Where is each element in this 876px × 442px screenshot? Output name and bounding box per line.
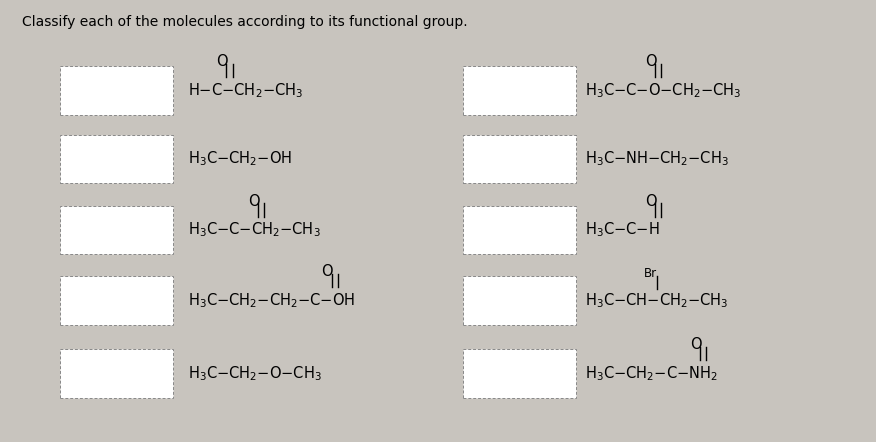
Text: H$_3$C$-$CH$-$CH$_2$$-$CH$_3$: H$_3$C$-$CH$-$CH$_2$$-$CH$_3$ bbox=[585, 291, 729, 310]
FancyBboxPatch shape bbox=[60, 276, 173, 325]
Text: H$_3$C$-$CH$_2$$-$O$-$CH$_3$: H$_3$C$-$CH$_2$$-$O$-$CH$_3$ bbox=[188, 364, 322, 383]
Text: O: O bbox=[690, 337, 702, 352]
FancyBboxPatch shape bbox=[60, 135, 173, 183]
FancyBboxPatch shape bbox=[463, 349, 576, 398]
FancyBboxPatch shape bbox=[60, 206, 173, 254]
FancyBboxPatch shape bbox=[463, 135, 576, 183]
FancyBboxPatch shape bbox=[463, 276, 576, 325]
Text: O: O bbox=[216, 54, 228, 69]
Text: O: O bbox=[645, 194, 656, 209]
Text: H$_3$C$-$C$-$O$-$CH$_2$$-$CH$_3$: H$_3$C$-$C$-$O$-$CH$_2$$-$CH$_3$ bbox=[585, 81, 742, 100]
FancyBboxPatch shape bbox=[60, 66, 173, 115]
FancyBboxPatch shape bbox=[60, 349, 173, 398]
Text: O: O bbox=[321, 264, 333, 279]
FancyBboxPatch shape bbox=[463, 66, 576, 115]
Text: H$_3$C$-$CH$_2$$-$CH$_2$$-$C$-$OH: H$_3$C$-$CH$_2$$-$CH$_2$$-$C$-$OH bbox=[188, 291, 356, 310]
FancyBboxPatch shape bbox=[463, 206, 576, 254]
Text: Br: Br bbox=[644, 267, 657, 280]
Text: H$_3$C$-$CH$_2$$-$OH: H$_3$C$-$CH$_2$$-$OH bbox=[188, 150, 293, 168]
Text: Classify each of the molecules according to its functional group.: Classify each of the molecules according… bbox=[22, 15, 468, 30]
Text: H$-$C$-$CH$_2$$-$CH$_3$: H$-$C$-$CH$_2$$-$CH$_3$ bbox=[188, 81, 304, 100]
Text: O: O bbox=[645, 54, 656, 69]
Text: H$_3$C$-$C$-$CH$_2$$-$CH$_3$: H$_3$C$-$C$-$CH$_2$$-$CH$_3$ bbox=[188, 221, 321, 239]
Text: H$_3$C$-$NH$-$CH$_2$$-$CH$_3$: H$_3$C$-$NH$-$CH$_2$$-$CH$_3$ bbox=[585, 150, 729, 168]
Text: O: O bbox=[248, 194, 259, 209]
Text: H$_3$C$-$C$-$H: H$_3$C$-$C$-$H bbox=[585, 221, 660, 239]
Text: H$_3$C$-$CH$_2$$-$C$-$NH$_2$: H$_3$C$-$CH$_2$$-$C$-$NH$_2$ bbox=[585, 364, 717, 383]
